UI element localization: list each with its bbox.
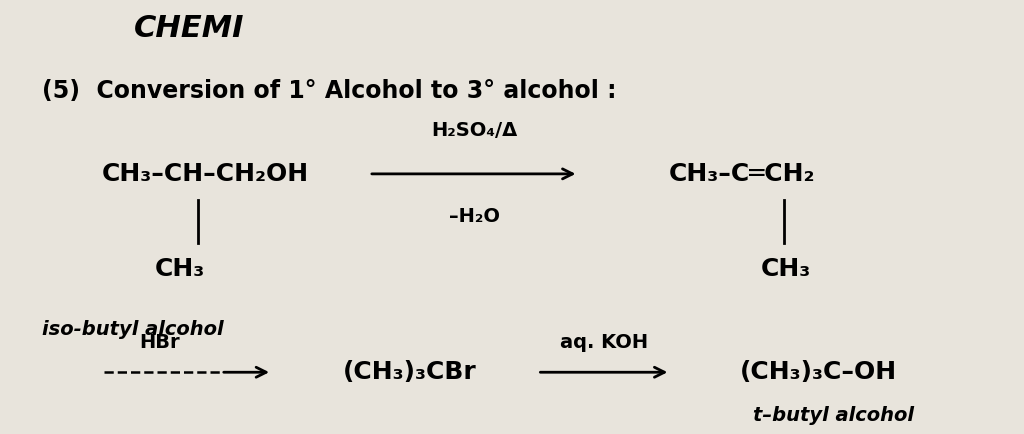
Text: aq. KOH: aq. KOH: [560, 332, 648, 352]
Text: HBr: HBr: [139, 332, 180, 352]
Text: iso-butyl alcohol: iso-butyl alcohol: [42, 319, 224, 339]
Text: CH₃: CH₃: [761, 257, 811, 281]
Text: CHEMI: CHEMI: [134, 14, 245, 43]
Text: (CH₃)₃C–OH: (CH₃)₃C–OH: [739, 360, 897, 384]
Text: CH₃–C═CH₂: CH₃–C═CH₂: [669, 162, 815, 186]
Text: –H₂O: –H₂O: [449, 207, 500, 227]
Text: (CH₃)₃CBr: (CH₃)₃CBr: [343, 360, 477, 384]
Text: CH₃: CH₃: [155, 257, 205, 281]
Text: t–butyl alcohol: t–butyl alcohol: [754, 406, 914, 425]
Text: CH₃–CH–CH₂OH: CH₃–CH–CH₂OH: [102, 162, 309, 186]
Text: (5)  Conversion of 1° Alcohol to 3° alcohol :: (5) Conversion of 1° Alcohol to 3° alcoh…: [42, 79, 616, 103]
Text: H₂SO₄/Δ: H₂SO₄/Δ: [431, 121, 517, 140]
